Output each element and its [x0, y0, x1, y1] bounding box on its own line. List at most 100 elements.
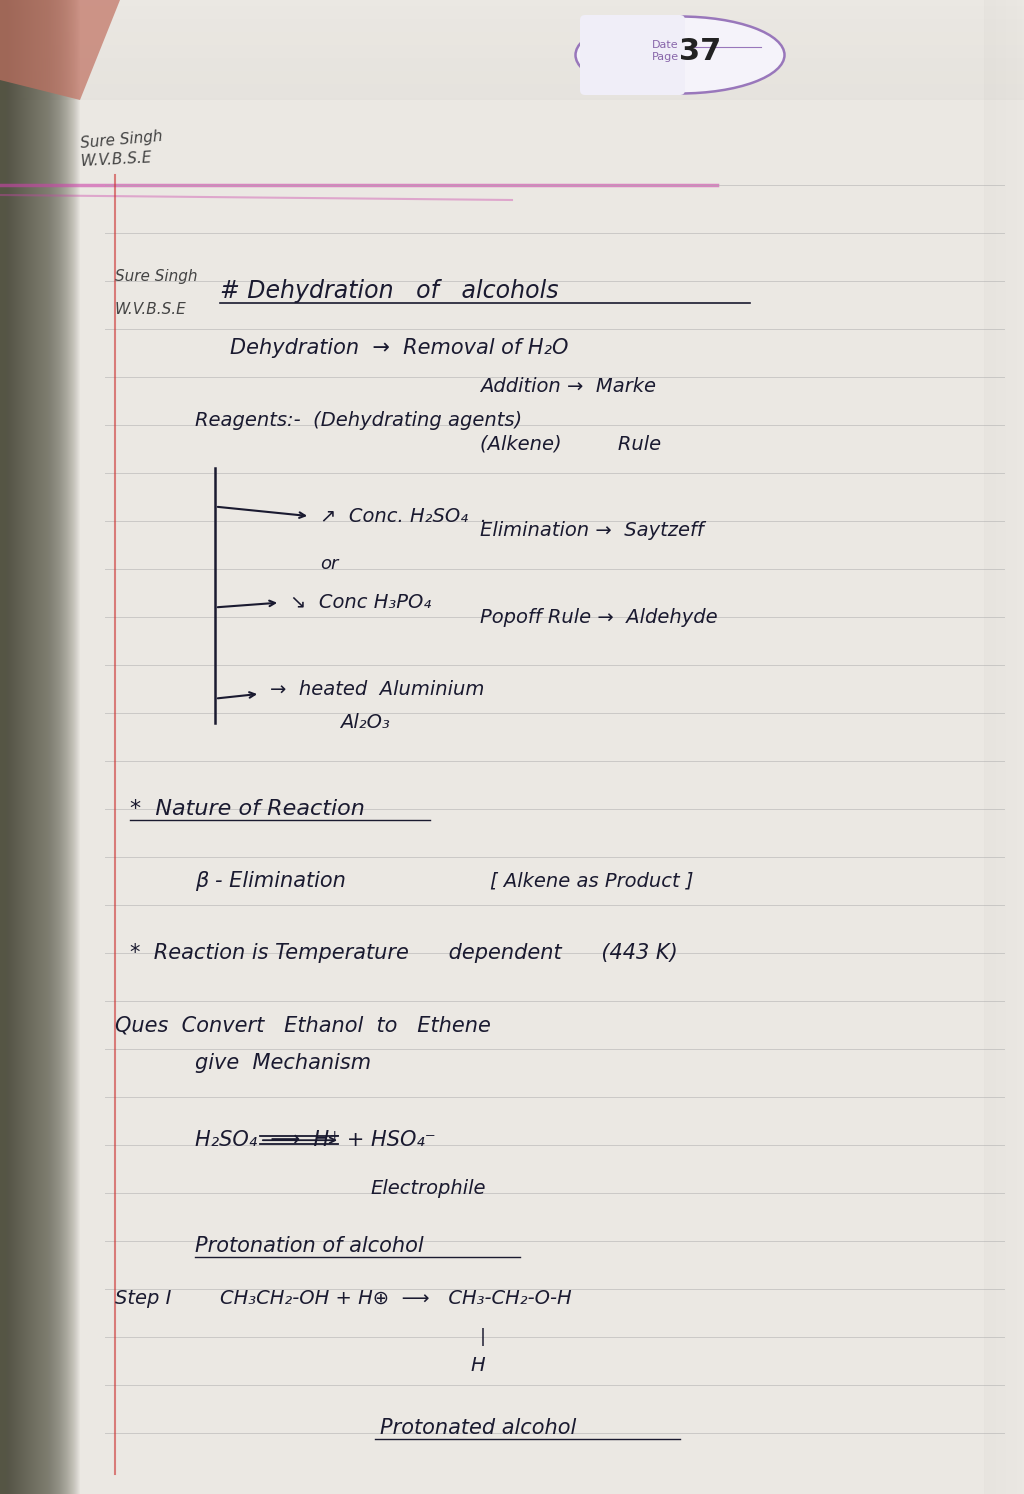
Bar	[0, 0, 42, 1494]
Bar	[0, 0, 18, 1494]
Bar	[0, 0, 3, 1494]
Bar	[0, 0, 47, 1494]
Bar	[0, 0, 55, 1494]
Text: Ques  Convert   Ethanol  to   Ethene: Ques Convert Ethanol to Ethene	[115, 1014, 490, 1035]
Bar	[0, 0, 19, 1494]
Bar	[0, 0, 61, 1494]
Bar	[0, 0, 66, 1494]
Text: Al₂O₃: Al₂O₃	[340, 713, 390, 732]
Bar	[0, 0, 63, 1494]
Bar	[0, 0, 78, 1494]
Bar	[0, 0, 40, 1494]
Bar	[0, 0, 60, 1494]
Bar	[0, 0, 24, 1494]
Text: Popoff Rule →  Aldehyde: Popoff Rule → Aldehyde	[480, 608, 718, 626]
Bar	[0, 0, 44, 1494]
Bar	[0, 0, 22, 1494]
Bar	[0, 0, 5, 1494]
Text: ↘  Conc H₃PO₄: ↘ Conc H₃PO₄	[290, 593, 431, 613]
Bar	[0, 0, 2, 1494]
Bar	[0, 0, 26, 1494]
Text: Addition →  Marke: Addition → Marke	[480, 376, 656, 396]
Bar	[0, 0, 22, 1494]
Bar	[0, 0, 53, 1494]
Bar	[0, 0, 79, 1494]
Bar	[0, 0, 77, 1494]
Text: give  Mechanism: give Mechanism	[195, 1053, 371, 1073]
Bar	[0, 0, 11, 1494]
Bar	[0, 0, 16, 1494]
Text: CH₃CH₂-OH + H⊕  ⟶   CH₃-CH₂-O-H: CH₃CH₂-OH + H⊕ ⟶ CH₃-CH₂-O-H	[220, 1289, 571, 1309]
Bar	[0, 0, 63, 1494]
Bar	[0, 0, 20, 1494]
Text: Sure Singh: Sure Singh	[80, 128, 164, 151]
Text: Date: Date	[651, 40, 678, 49]
Bar	[0, 0, 14, 1494]
Text: |: |	[480, 1328, 486, 1346]
Text: Step I: Step I	[115, 1289, 171, 1309]
Text: Page: Page	[651, 52, 679, 61]
Text: Electrophile: Electrophile	[370, 1179, 485, 1198]
FancyBboxPatch shape	[580, 15, 685, 96]
Bar	[0, 0, 71, 1494]
Text: Protonated alcohol: Protonated alcohol	[380, 1418, 577, 1439]
Bar	[0, 0, 54, 1494]
Bar	[0, 0, 37, 1494]
Bar	[0, 0, 80, 1494]
Bar	[0, 0, 27, 1494]
Bar	[0, 0, 48, 1494]
Text: β - Elimination: β - Elimination	[195, 871, 346, 890]
Bar	[0, 0, 65, 1494]
Polygon shape	[0, 0, 120, 100]
Bar	[0, 0, 70, 1494]
Bar	[0, 0, 35, 1494]
Bar	[0, 0, 72, 1494]
Text: ↗  Conc. H₂SO₄  .: ↗ Conc. H₂SO₄ .	[319, 506, 486, 526]
Bar	[0, 0, 58, 1494]
Bar	[0, 0, 39, 1494]
Text: Elimination →  Saytzeff: Elimination → Saytzeff	[480, 521, 703, 541]
Text: *  Nature of Reaction: * Nature of Reaction	[130, 799, 365, 819]
Bar	[0, 0, 75, 1494]
Bar	[0, 0, 17, 1494]
Bar	[0, 0, 25, 1494]
Bar	[0, 0, 23, 1494]
Bar	[0, 0, 28, 1494]
Bar	[0, 0, 8, 1494]
Bar	[0, 0, 30, 1494]
Bar	[0, 0, 7, 1494]
Text: Dehydration  →  Removal of H₂O: Dehydration → Removal of H₂O	[230, 338, 568, 359]
Text: *  Reaction is Temperature      dependent      (443 K): * Reaction is Temperature dependent (443…	[130, 943, 678, 964]
Text: # Dehydration   of   alcohols: # Dehydration of alcohols	[220, 278, 558, 303]
Bar	[0, 0, 32, 1494]
Ellipse shape	[585, 19, 775, 90]
Bar	[0, 0, 36, 1494]
Bar	[0, 0, 73, 1494]
Bar	[0, 0, 12, 1494]
Bar	[0, 0, 9, 1494]
Bar	[0, 0, 49, 1494]
Bar	[0, 0, 68, 1494]
Bar	[0, 0, 76, 1494]
Bar	[0, 0, 45, 1494]
Bar	[0, 0, 41, 1494]
Bar	[0, 0, 50, 1494]
Bar	[0, 0, 10, 1494]
Text: W.V.B.S.E: W.V.B.S.E	[80, 151, 153, 169]
Text: Reagents:-  (Dehydrating agents): Reagents:- (Dehydrating agents)	[195, 411, 522, 430]
Bar	[0, 0, 31, 1494]
Bar	[0, 0, 56, 1494]
Bar	[0, 0, 15, 1494]
Text: Protonation of alcohol: Protonation of alcohol	[195, 1236, 424, 1256]
Text: Sure Singh: Sure Singh	[115, 269, 198, 284]
Bar	[0, 0, 29, 1494]
Bar	[0, 0, 57, 1494]
Text: or: or	[319, 556, 338, 574]
Text: 37: 37	[679, 37, 721, 67]
Ellipse shape	[575, 16, 784, 94]
Bar	[0, 0, 69, 1494]
Bar	[0, 0, 67, 1494]
Bar	[0, 0, 33, 1494]
Text: H₂SO₄  ⟶  H⁺ + HSO₄⁻: H₂SO₄ ⟶ H⁺ + HSO₄⁻	[195, 1129, 436, 1150]
Text: →  heated  Aluminium: → heated Aluminium	[270, 680, 484, 699]
